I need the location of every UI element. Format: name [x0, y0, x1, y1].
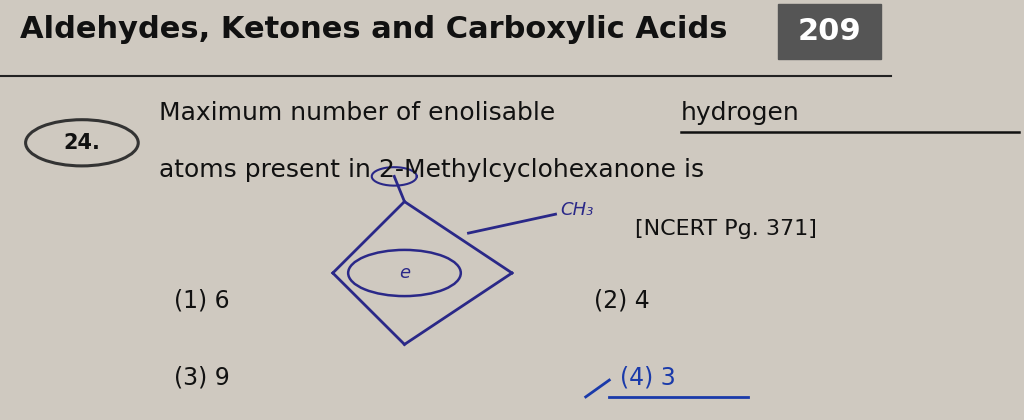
- Text: (2) 4: (2) 4: [594, 288, 649, 312]
- Text: hydrogen: hydrogen: [681, 101, 800, 126]
- Text: CH₃: CH₃: [561, 201, 594, 219]
- Text: (4) 3: (4) 3: [620, 366, 675, 390]
- Text: atoms present in 2-Methylcyclohexanone is: atoms present in 2-Methylcyclohexanone i…: [159, 158, 703, 182]
- Text: (1) 6: (1) 6: [174, 288, 229, 312]
- FancyBboxPatch shape: [778, 4, 881, 59]
- Text: [NCERT Pg. 371]: [NCERT Pg. 371]: [635, 219, 817, 239]
- Text: 209: 209: [798, 17, 861, 46]
- Text: 24.: 24.: [63, 133, 100, 153]
- Text: Aldehydes, Ketones and Carboxylic Acids: Aldehydes, Ketones and Carboxylic Acids: [20, 15, 728, 44]
- Text: Maximum number of enolisable: Maximum number of enolisable: [159, 101, 563, 126]
- Text: (3) 9: (3) 9: [174, 366, 229, 390]
- Text: e: e: [399, 264, 410, 282]
